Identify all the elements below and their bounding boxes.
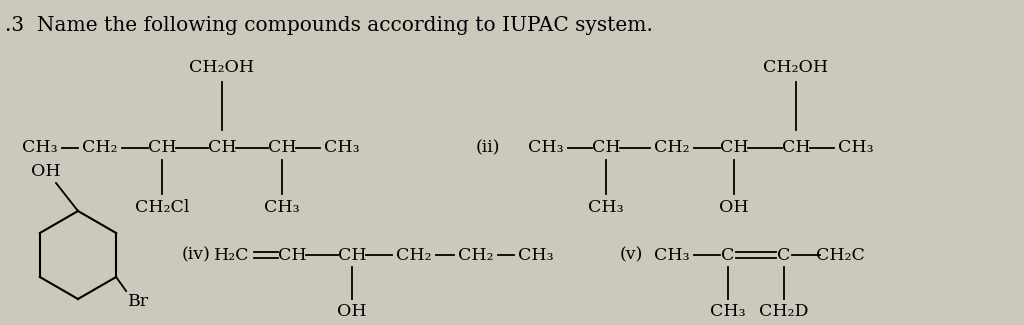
Text: CH: CH <box>147 139 176 157</box>
Text: OH: OH <box>337 303 367 319</box>
Text: Br: Br <box>128 292 148 309</box>
Text: CH₂C: CH₂C <box>815 246 864 264</box>
Text: CH₃: CH₃ <box>325 139 359 157</box>
Text: CH₂Cl: CH₂Cl <box>135 200 189 216</box>
Text: (iv): (iv) <box>182 246 211 264</box>
Text: CH₃: CH₃ <box>518 246 554 264</box>
Text: CH: CH <box>267 139 296 157</box>
Text: CH₃: CH₃ <box>23 139 57 157</box>
Text: C: C <box>721 246 734 264</box>
Text: H₂C: H₂C <box>214 246 250 264</box>
Text: CH₃: CH₃ <box>711 303 745 319</box>
Text: OH: OH <box>719 200 749 216</box>
Text: CH: CH <box>781 139 810 157</box>
Text: CH₂D: CH₂D <box>759 303 809 319</box>
Text: CH₂: CH₂ <box>459 246 494 264</box>
Text: (v): (v) <box>620 246 643 264</box>
Text: CH₂: CH₂ <box>654 139 690 157</box>
Text: CH₂OH: CH₂OH <box>189 59 255 76</box>
Text: (ii): (ii) <box>476 139 501 157</box>
Text: CH: CH <box>592 139 621 157</box>
Text: CH₂: CH₂ <box>82 139 118 157</box>
Text: CH: CH <box>208 139 237 157</box>
Text: .3  Name the following compounds according to IUPAC system.: .3 Name the following compounds accordin… <box>5 16 653 35</box>
Text: CH: CH <box>720 139 749 157</box>
Text: CH: CH <box>338 246 367 264</box>
Text: C: C <box>777 246 791 264</box>
Text: CH₃: CH₃ <box>264 200 300 216</box>
Text: OH: OH <box>31 162 60 179</box>
Text: CH₂OH: CH₂OH <box>764 59 828 76</box>
Text: CH: CH <box>278 246 306 264</box>
Text: CH₃: CH₃ <box>654 246 690 264</box>
Text: CH₂: CH₂ <box>396 246 432 264</box>
Text: CH₃: CH₃ <box>528 139 564 157</box>
Text: CH₃: CH₃ <box>588 200 624 216</box>
Text: CH₃: CH₃ <box>839 139 873 157</box>
